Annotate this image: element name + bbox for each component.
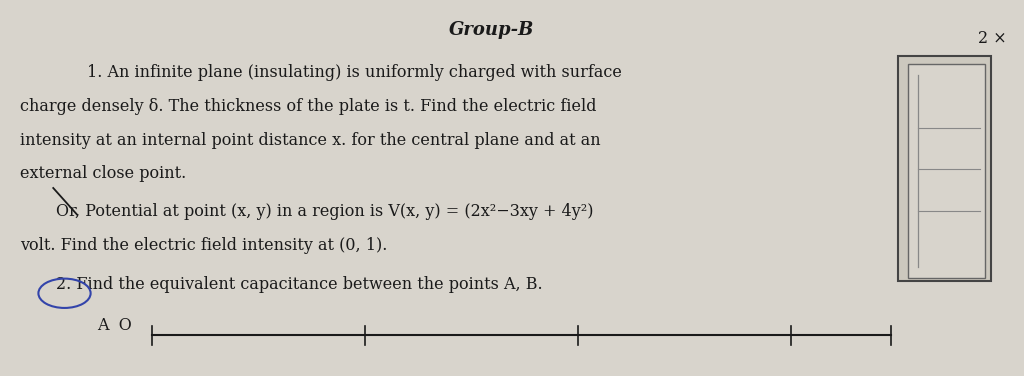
Text: A  O: A O [97,317,132,334]
Text: Or, Potential at point (x, y) in a region is V(x, y) = (2x²−3xy + 4y²): Or, Potential at point (x, y) in a regio… [56,203,594,220]
Text: Group-B: Group-B [449,21,535,39]
Text: 2. Find the equivalent capacitance between the points A, B.: 2. Find the equivalent capacitance betwe… [56,276,543,293]
Text: intensity at an internal point distance x. for the central plane and at an: intensity at an internal point distance … [20,132,601,149]
Text: 1. An infinite plane (insulating) is uniformly charged with surface: 1. An infinite plane (insulating) is uni… [87,64,622,81]
FancyBboxPatch shape [908,64,985,278]
Text: volt. Find the electric field intensity at (0, 1).: volt. Find the electric field intensity … [20,237,388,254]
Text: charge densely δ. The thickness of the plate is t. Find the electric field: charge densely δ. The thickness of the p… [20,98,597,115]
Text: 2 ×: 2 × [978,30,1007,47]
FancyBboxPatch shape [898,56,991,281]
Text: external close point.: external close point. [20,165,186,182]
